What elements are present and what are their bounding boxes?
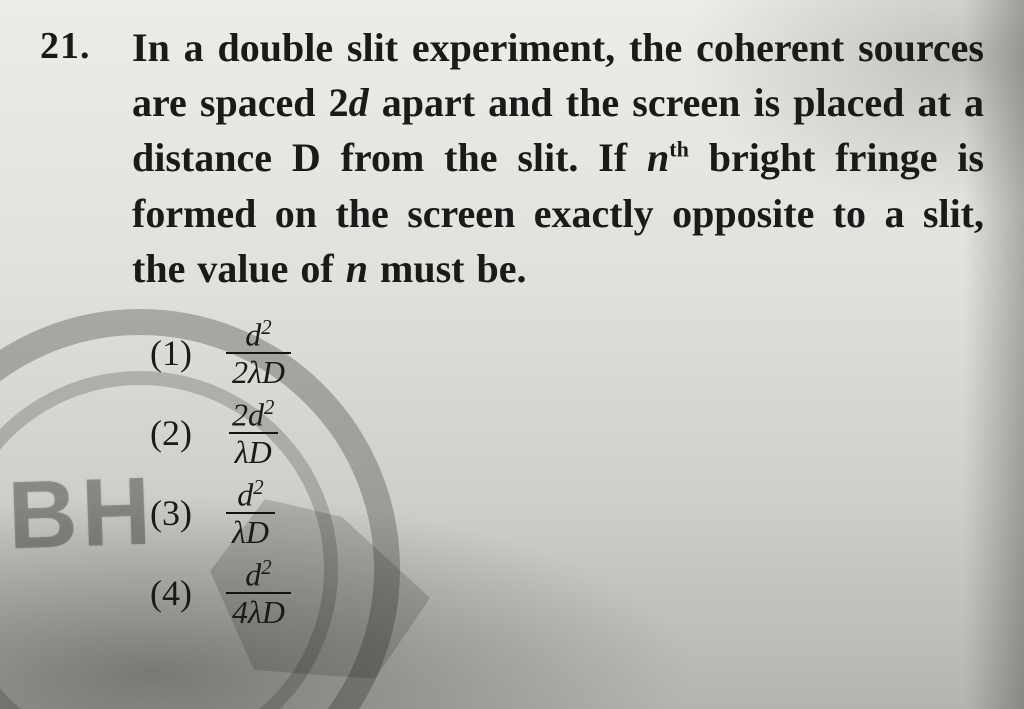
fraction-denominator: 2λD [226,352,291,388]
option-fraction: 2d2λD [226,398,280,469]
watermark-text: BH [6,456,156,571]
fraction-numerator: d2 [239,318,277,353]
fraction-numerator: d2 [239,558,277,593]
option-label: (3) [150,492,208,534]
option-fraction: d2λD [226,478,275,549]
option-1: (1) d22λD [150,314,994,392]
option-label: (4) [150,572,208,614]
option-2: (2) 2d2λD [150,394,994,472]
option-4: (4) d24λD [150,554,994,632]
option-label: (2) [150,412,208,454]
fraction-denominator: λD [226,512,275,548]
question-number: 21. [40,20,104,296]
question-row: 21. In a double slit experiment, the coh… [40,20,994,296]
fraction-denominator: 4λD [226,592,291,628]
question-text: In a double slit experiment, the coheren… [132,20,994,296]
option-3: (3) d2λD [150,474,994,552]
fraction-numerator: 2d2 [226,398,280,433]
fraction-denominator: λD [229,432,278,468]
options-list: (1)d22λD(2)2d2λD(3)d2λD(4)d24λD [150,314,994,632]
option-fraction: d24λD [226,558,291,629]
option-label: (1) [150,332,208,374]
fraction-numerator: d2 [231,478,269,513]
page: 21. In a double slit experiment, the coh… [0,0,1024,709]
option-fraction: d22λD [226,318,291,389]
